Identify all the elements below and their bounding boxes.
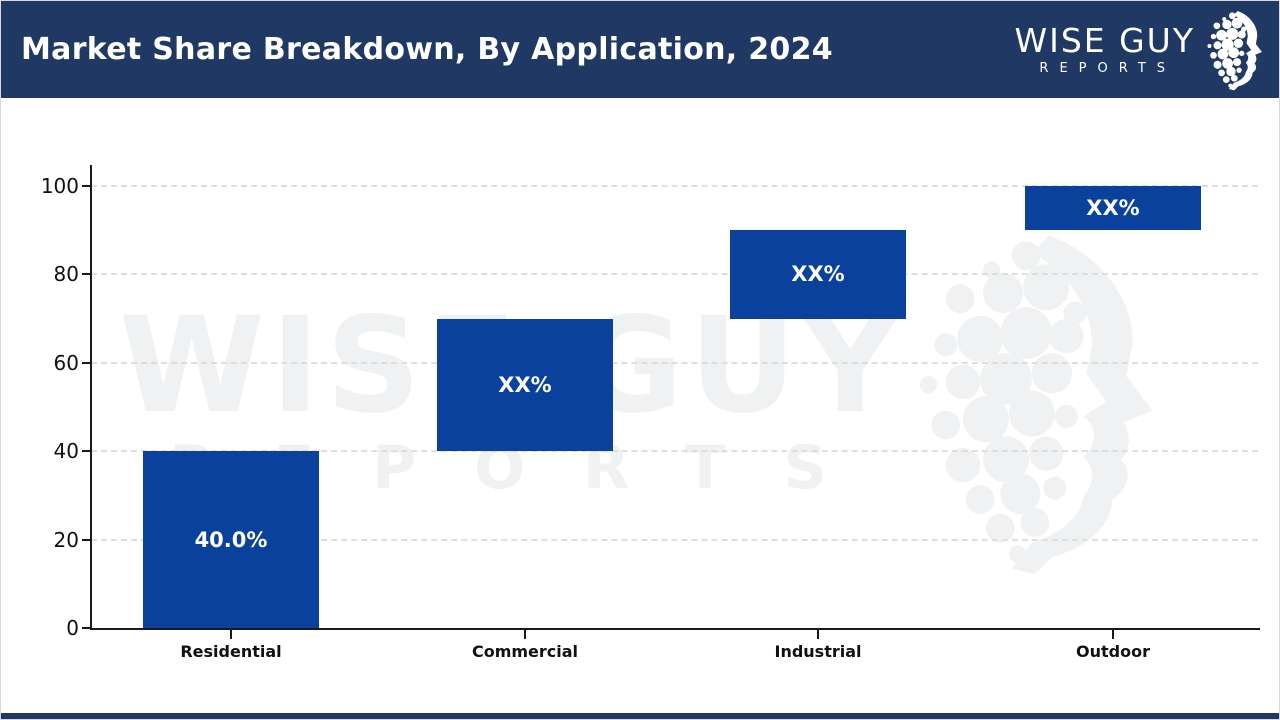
y-axis-tick-60 (82, 361, 91, 364)
y-axis-tick-label: 100 (40, 174, 79, 198)
wise-guy-reports-logo: WISE GUY REPORTS (1014, 9, 1279, 91)
gridline-100 (91, 185, 1258, 187)
y-axis-line (90, 165, 92, 630)
x-axis-category-label: Industrial (774, 642, 862, 661)
bar-value-label: XX% (498, 372, 552, 397)
y-axis-tick-label: 80 (53, 262, 79, 287)
x-axis-tick-residential (230, 630, 232, 639)
header-bar: Market Share Breakdown, By Application, … (1, 1, 1279, 98)
logo-sub-text: REPORTS (1039, 60, 1177, 76)
bar-value-label: XX% (1086, 196, 1140, 221)
gridline-40 (91, 450, 1258, 453)
logo-brand-text: WISE GUY (1014, 20, 1195, 60)
y-axis-tick-0 (82, 627, 91, 629)
y-axis-tick-100 (82, 185, 91, 187)
y-axis-tick-label: 40 (53, 439, 79, 464)
bar-outdoor (1025, 186, 1201, 231)
bar-value-label: 40.0% (194, 527, 268, 552)
x-axis-category-label: Residential (180, 642, 282, 661)
bar-industrial (730, 230, 906, 319)
y-axis-tick-20 (82, 538, 91, 541)
bar-residential (143, 451, 319, 628)
x-axis-tick-industrial (817, 630, 819, 639)
y-axis-tick-label: 60 (53, 350, 79, 375)
y-axis-tick-label: 0 (66, 616, 79, 640)
x-axis-category-label: Outdoor (1076, 642, 1150, 661)
dotted-head-watermark-icon (919, 235, 1153, 575)
y-axis-tick-40 (82, 450, 91, 453)
bar-value-label: XX% (791, 262, 845, 287)
x-axis-tick-commercial (524, 630, 526, 639)
gridline-80 (91, 273, 1258, 276)
x-axis-tick-outdoor (1112, 630, 1114, 639)
logo-text: WISE GUY REPORTS (1014, 20, 1195, 76)
chart-title: Market Share Breakdown, By Application, … (21, 32, 833, 67)
y-axis-tick-label: 20 (53, 527, 79, 552)
x-axis-category-label: Commercial (471, 642, 579, 661)
gridline-20 (91, 538, 1258, 541)
bar-commercial (437, 318, 613, 452)
footer-accent-bar (1, 713, 1279, 719)
x-axis-line (90, 628, 1260, 630)
y-axis-tick-80 (82, 273, 91, 276)
dotted-head-logo-icon (1207, 10, 1262, 90)
gridline-60 (91, 361, 1258, 364)
